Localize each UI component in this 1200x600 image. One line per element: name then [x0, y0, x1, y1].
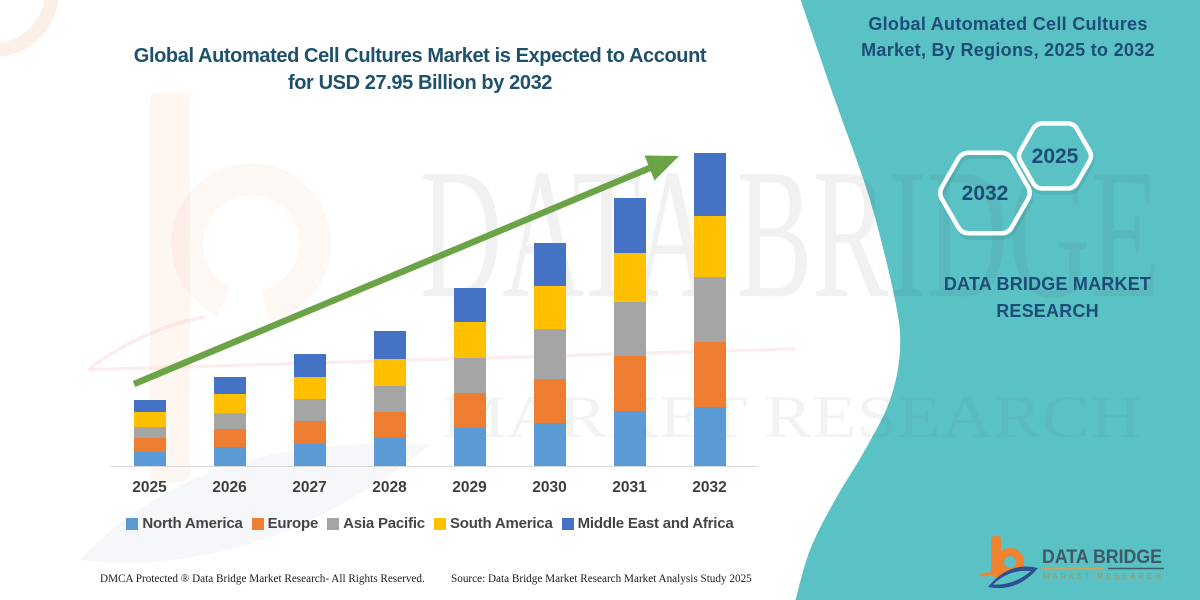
bar-segment-2028-europe — [373, 412, 406, 439]
hexagon-badges: 2032 2025 — [938, 121, 1095, 240]
dmca-copyright-note: DMCA Protected ® Data Bridge Market Rese… — [100, 573, 425, 585]
hexagon-2032: 2032 — [938, 150, 1034, 240]
bar-segment-2031-south-america — [613, 253, 646, 302]
bar-segment-2027-europe — [293, 421, 326, 445]
legend-label: South America — [449, 515, 553, 532]
bar-segment-2029-middle-east-and-africa — [453, 288, 486, 322]
bar-segment-2025-north-america — [133, 452, 166, 466]
bar-segment-2030-middle-east-and-africa — [533, 242, 566, 287]
hexagon-2025: 2025 — [1016, 121, 1095, 195]
bar-segment-2029-south-america — [453, 321, 486, 358]
x-axis-label-2027: 2027 — [292, 479, 327, 496]
bar-segment-2026-asia-pacific — [213, 412, 246, 429]
databridge-logo-name: DATA BRIDGE — [1042, 547, 1162, 568]
bar-segment-2025-europe — [133, 438, 166, 453]
databridge-logo-mark — [979, 536, 1038, 589]
bar-segment-2026-south-america — [213, 394, 246, 413]
bar-segment-2031-europe — [613, 356, 646, 412]
bar-segment-2028-south-america — [373, 358, 406, 387]
databridge-logo-subtitle: MARKET RESEARCH — [1043, 572, 1161, 581]
legend-item-middle-east-and-africa: Middle East and Africa — [561, 515, 734, 532]
bar-segment-2025-asia-pacific — [133, 426, 166, 439]
bar-segment-2027-asia-pacific — [293, 399, 326, 422]
legend-swatch — [251, 517, 264, 530]
bar-segment-2025-south-america — [133, 412, 166, 427]
bar-segment-2026-middle-east-and-africa — [213, 377, 246, 395]
x-axis-label-2028: 2028 — [372, 479, 407, 496]
stacked-bar-2029 — [453, 288, 486, 466]
chart-title: Global Automated Cell Cultures Market is… — [133, 45, 707, 94]
legend-label: Middle East and Africa — [577, 515, 734, 532]
legend-item-north-america: North America — [126, 515, 243, 532]
legend-item-asia-pacific: Asia Pacific — [327, 515, 425, 532]
hexagon-2032-label: 2032 — [962, 182, 1009, 205]
bar-segment-2029-europe — [453, 392, 486, 428]
hexagon-2025-label: 2025 — [1032, 145, 1079, 168]
bar-segment-2026-europe — [213, 428, 246, 448]
bar-segment-2031-north-america — [613, 411, 646, 466]
stacked-bar-2026 — [213, 377, 246, 466]
source-note: Source: Data Bridge Market Research Mark… — [451, 573, 752, 585]
bar-segment-2029-north-america — [453, 427, 486, 466]
legend-item-south-america: South America — [433, 515, 553, 532]
legend-label: Asia Pacific — [343, 515, 425, 532]
legend-label: North America — [142, 515, 243, 532]
stacked-bar-2031 — [613, 198, 646, 466]
bar-segment-2031-middle-east-and-africa — [613, 198, 646, 254]
legend-label: Europe — [267, 515, 319, 532]
x-axis-label-2032: 2032 — [692, 479, 727, 496]
x-axis-label-2026: 2026 — [212, 479, 247, 496]
bar-segment-2030-europe — [533, 379, 566, 423]
bar-segment-2027-south-america — [293, 377, 326, 400]
stacked-bar-2027 — [293, 354, 326, 466]
bar-segment-2025-middle-east-and-africa — [133, 400, 166, 413]
bar-segment-2032-middle-east-and-africa — [693, 153, 726, 216]
bar-segment-2032-south-america — [693, 215, 726, 277]
legend-swatch — [126, 517, 139, 530]
bar-segment-2032-asia-pacific — [693, 276, 726, 342]
x-axis-label-2029: 2029 — [452, 479, 487, 496]
x-axis-line — [110, 466, 758, 467]
bar-segment-2032-north-america — [693, 407, 726, 466]
brand-name-text: DATA BRIDGE MARKET RESEARCH — [943, 274, 1152, 321]
x-axis-label-2025: 2025 — [132, 479, 167, 496]
stacked-bar-2030 — [533, 242, 566, 466]
chart-legend: North America Europe Asia Pacific South Ame… — [100, 515, 760, 532]
bar-segment-2027-middle-east-and-africa — [293, 354, 326, 378]
bar-segment-2026-north-america — [213, 447, 246, 466]
bar-segment-2032-europe — [693, 341, 726, 408]
x-axis-label-2030: 2030 — [532, 479, 567, 496]
x-axis-label-2031: 2031 — [612, 479, 647, 496]
legend-item-europe: Europe — [251, 515, 319, 532]
stacked-bar-2025 — [133, 400, 166, 466]
bar-segment-2029-asia-pacific — [453, 357, 486, 393]
stacked-bar-2028 — [373, 331, 406, 466]
bar-segment-2031-asia-pacific — [613, 301, 646, 357]
legend-swatch — [433, 517, 446, 530]
right-panel-title: Global Automated Cell Cultures Market, B… — [861, 14, 1155, 60]
databridge-logo: DATA BRIDGE MARKET RESEARCH — [979, 536, 1164, 589]
bar-segment-2030-north-america — [533, 422, 566, 466]
stacked-bar-2032 — [693, 153, 726, 466]
bar-segment-2028-middle-east-and-africa — [373, 331, 406, 359]
bar-segment-2030-south-america — [533, 286, 566, 330]
legend-swatch — [327, 517, 340, 530]
bar-segment-2028-north-america — [373, 438, 406, 466]
bar-segment-2030-asia-pacific — [533, 329, 566, 380]
bar-segment-2027-north-america — [293, 444, 326, 466]
legend-swatch — [561, 517, 574, 530]
teal-panel-shape — [795, 0, 1200, 600]
bar-segment-2028-asia-pacific — [373, 386, 406, 413]
